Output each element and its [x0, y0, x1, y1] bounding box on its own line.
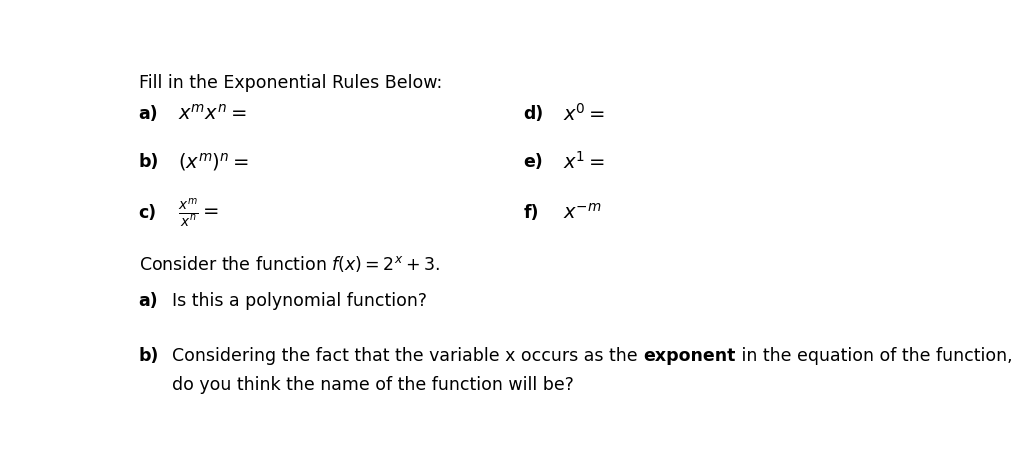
Text: in the equation of the function, what: in the equation of the function, what: [736, 347, 1014, 365]
Text: b): b): [139, 153, 159, 170]
Text: $x^{0} =$: $x^{0} =$: [563, 103, 605, 125]
Text: a): a): [139, 292, 158, 310]
Text: $x^{1} =$: $x^{1} =$: [563, 150, 605, 172]
Text: do you think the name of the function will be?: do you think the name of the function wi…: [172, 376, 574, 394]
Text: $x^{-m}$: $x^{-m}$: [563, 203, 601, 223]
Text: d): d): [523, 105, 544, 123]
Text: $(x^{m})^{n} =$: $(x^{m})^{n} =$: [177, 150, 248, 173]
Text: Considering the fact that the variable x occurs as the: Considering the fact that the variable x…: [172, 347, 644, 365]
Text: Fill in the Exponential Rules Below:: Fill in the Exponential Rules Below:: [139, 74, 442, 91]
Text: $x^{m}x^{n} =$: $x^{m}x^{n} =$: [177, 104, 246, 124]
Text: b): b): [139, 347, 159, 365]
Text: f): f): [523, 204, 539, 222]
Text: Is this a polynomial function?: Is this a polynomial function?: [172, 292, 427, 310]
Text: a): a): [139, 105, 158, 123]
Text: e): e): [523, 153, 544, 170]
Text: Consider the function $f(x) = 2^{x} + 3$.: Consider the function $f(x) = 2^{x} + 3$…: [139, 254, 439, 274]
Text: $\frac{x^{m}}{x^{n}} =$: $\frac{x^{m}}{x^{n}} =$: [177, 197, 219, 229]
Text: c): c): [139, 204, 156, 222]
Text: exponent: exponent: [644, 347, 736, 365]
